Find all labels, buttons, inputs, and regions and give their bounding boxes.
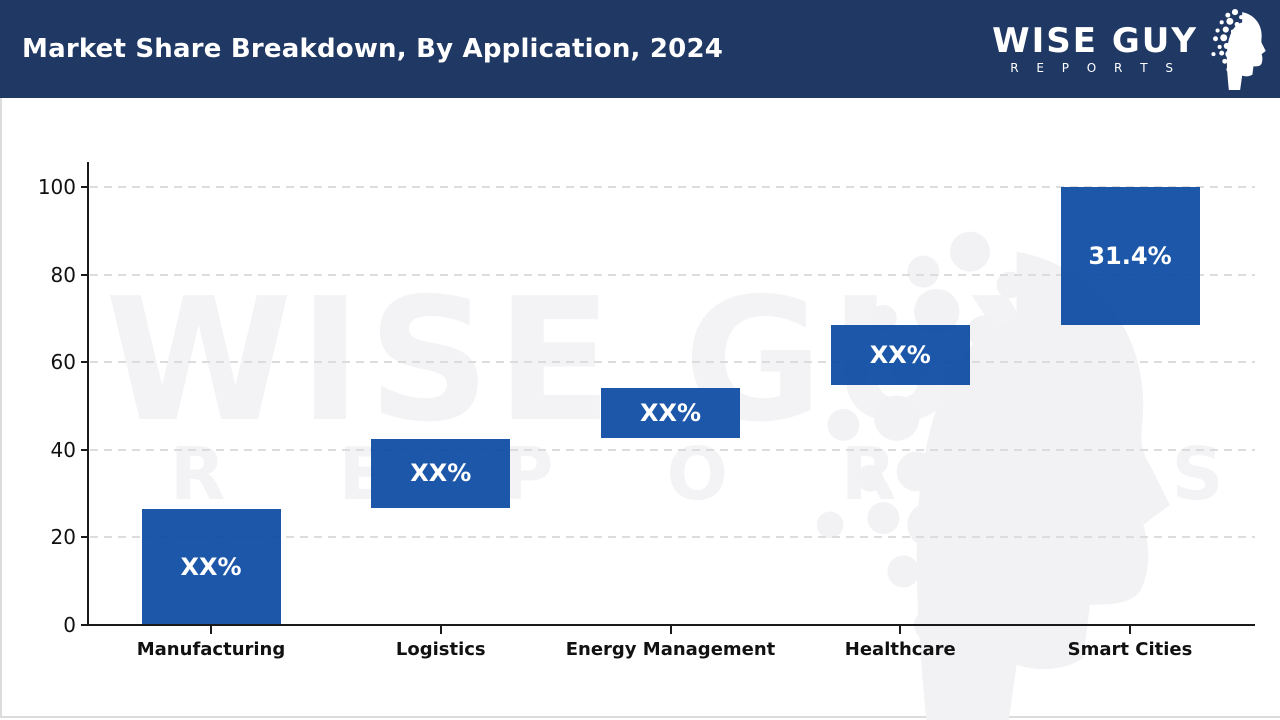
y-tick-mark <box>81 186 88 188</box>
bar-energy-management: XX% <box>601 387 740 438</box>
y-tick-label: 40 <box>50 437 76 462</box>
gridline-y-20 <box>90 536 1255 539</box>
y-tick-label: 60 <box>50 350 76 375</box>
y-tick-label: 20 <box>50 525 76 550</box>
header: Market Share Breakdown, By Application, … <box>0 0 1280 98</box>
y-axis-spine <box>87 162 89 625</box>
y-tick-label: 100 <box>37 175 76 199</box>
x-tick-mark <box>899 626 902 634</box>
gridline-y-60 <box>90 361 1255 364</box>
bar-manufacturing: XX% <box>141 508 281 625</box>
figure-left-edge <box>0 98 2 717</box>
bar-value-label: XX% <box>180 552 242 581</box>
x-tick-label: Logistics <box>395 639 486 660</box>
bar-value-label: XX% <box>869 340 931 369</box>
figure-bottom-edge <box>0 716 1280 718</box>
x-tick-mark <box>669 626 672 634</box>
brand-wordmark: WISE GUY R E P O R T S <box>992 23 1198 75</box>
x-tick-mark <box>210 626 212 634</box>
y-tick-mark <box>81 273 88 276</box>
x-tick-label: Energy Management <box>565 639 776 660</box>
page-title: Market Share Breakdown, By Application, … <box>22 34 724 64</box>
x-tick-mark <box>439 626 442 634</box>
brand-name-text: WISE GUY <box>992 21 1198 61</box>
plot-region: WISE GUY R E P O R T S 0 20 40 60 80 100 XX% Ma… <box>0 98 1280 720</box>
x-tick-label: Smart Cities <box>1067 639 1193 660</box>
x-tick-label: Manufacturing <box>136 639 286 660</box>
head-profile-dots-icon <box>1211 9 1266 90</box>
bar-healthcare: XX% <box>830 324 970 386</box>
bar-value-label: 31.4% <box>1088 241 1172 270</box>
brand-logo: WISE GUY R E P O R T S <box>992 8 1280 90</box>
y-tick-label: 0 <box>63 613 76 637</box>
watermark-head-profile-icon <box>816 231 1170 720</box>
y-tick-mark <box>81 624 88 626</box>
gridline-y-80 <box>90 273 1255 276</box>
x-tick-label: Healthcare <box>844 639 956 660</box>
brand-subtitle-text: R E P O R T S <box>1010 61 1180 75</box>
y-tick-label: 80 <box>50 262 76 287</box>
x-tick-mark <box>1129 626 1131 634</box>
gridline-y-40 <box>90 448 1255 451</box>
y-tick-mark <box>81 536 88 539</box>
y-tick-mark <box>81 361 88 364</box>
bar-logistics: XX% <box>371 438 511 509</box>
bar-value-label: XX% <box>639 398 702 427</box>
bar-smart-cities: 31.4% <box>1060 187 1200 325</box>
x-axis-spine <box>86 624 1255 626</box>
y-tick-mark <box>81 448 88 451</box>
bar-value-label: XX% <box>410 459 472 488</box>
gridline-y-100 <box>90 186 1255 188</box>
